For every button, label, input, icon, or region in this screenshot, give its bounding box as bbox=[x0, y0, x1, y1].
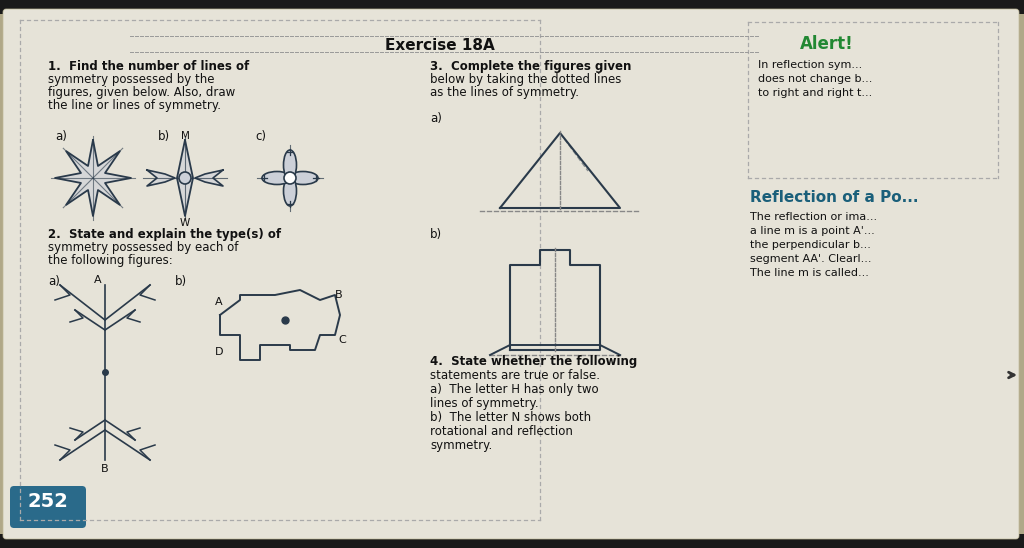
Text: C: C bbox=[338, 335, 346, 345]
Ellipse shape bbox=[284, 150, 297, 180]
FancyBboxPatch shape bbox=[10, 486, 86, 528]
Text: to right and right t...: to right and right t... bbox=[758, 88, 872, 98]
Text: b)  The letter N shows both: b) The letter N shows both bbox=[430, 411, 591, 424]
Bar bbox=[0, 0, 1024, 14]
Text: a)  The letter H has only two: a) The letter H has only two bbox=[430, 383, 599, 396]
Text: A: A bbox=[215, 297, 222, 307]
Polygon shape bbox=[147, 170, 175, 186]
Text: Alert!: Alert! bbox=[800, 35, 854, 53]
Text: 4.  State whether the following: 4. State whether the following bbox=[430, 355, 637, 368]
Text: Reflection of a Po...: Reflection of a Po... bbox=[750, 190, 919, 205]
Text: lines of symmetry.: lines of symmetry. bbox=[430, 397, 539, 410]
Text: a): a) bbox=[48, 275, 59, 288]
Text: does not change b...: does not change b... bbox=[758, 74, 872, 84]
Text: b): b) bbox=[175, 275, 187, 288]
Text: D: D bbox=[215, 347, 223, 357]
Bar bbox=[0, 534, 1024, 548]
Text: c): c) bbox=[255, 130, 266, 143]
Text: symmetry possessed by the: symmetry possessed by the bbox=[48, 73, 214, 86]
Text: the following figures:: the following figures: bbox=[48, 254, 173, 267]
Circle shape bbox=[179, 172, 191, 184]
Text: figures, given below. Also, draw: figures, given below. Also, draw bbox=[48, 86, 236, 99]
Text: b): b) bbox=[158, 130, 170, 143]
Circle shape bbox=[284, 172, 296, 184]
Text: the perpendicular b...: the perpendicular b... bbox=[750, 240, 870, 250]
Text: In reflection sym...: In reflection sym... bbox=[758, 60, 862, 70]
Text: symmetry possessed by each of: symmetry possessed by each of bbox=[48, 241, 239, 254]
Text: B: B bbox=[335, 290, 343, 300]
Polygon shape bbox=[55, 140, 131, 216]
Text: b): b) bbox=[430, 228, 442, 241]
Text: M: M bbox=[180, 131, 189, 141]
Text: a line m is a point A'...: a line m is a point A'... bbox=[750, 226, 874, 236]
Text: B: B bbox=[101, 464, 109, 474]
FancyBboxPatch shape bbox=[3, 9, 1019, 539]
Text: symmetry.: symmetry. bbox=[430, 439, 493, 452]
Text: rotational and reflection: rotational and reflection bbox=[430, 425, 572, 438]
Text: the line or lines of symmetry.: the line or lines of symmetry. bbox=[48, 99, 221, 112]
Polygon shape bbox=[177, 140, 193, 216]
Text: 1.  Find the number of lines of: 1. Find the number of lines of bbox=[48, 60, 249, 73]
Polygon shape bbox=[195, 170, 223, 186]
Text: Exercise 18A: Exercise 18A bbox=[385, 38, 495, 53]
Text: segment AA'. Clearl...: segment AA'. Clearl... bbox=[750, 254, 871, 264]
Text: below by taking the dotted lines: below by taking the dotted lines bbox=[430, 73, 622, 86]
Text: a): a) bbox=[430, 112, 442, 125]
Text: 3.  Complete the figures given: 3. Complete the figures given bbox=[430, 60, 632, 73]
Text: 252: 252 bbox=[28, 492, 69, 511]
Text: as the lines of symmetry.: as the lines of symmetry. bbox=[430, 86, 579, 99]
Ellipse shape bbox=[284, 176, 297, 206]
Ellipse shape bbox=[288, 172, 318, 185]
Text: statements are true or false.: statements are true or false. bbox=[430, 369, 600, 382]
Text: 2.  State and explain the type(s) of: 2. State and explain the type(s) of bbox=[48, 228, 282, 241]
Ellipse shape bbox=[262, 172, 292, 185]
Text: W: W bbox=[180, 218, 190, 228]
Text: The line m is called...: The line m is called... bbox=[750, 268, 869, 278]
Text: The reflection or ima...: The reflection or ima... bbox=[750, 212, 878, 222]
Text: A: A bbox=[94, 275, 101, 285]
Text: a): a) bbox=[55, 130, 67, 143]
